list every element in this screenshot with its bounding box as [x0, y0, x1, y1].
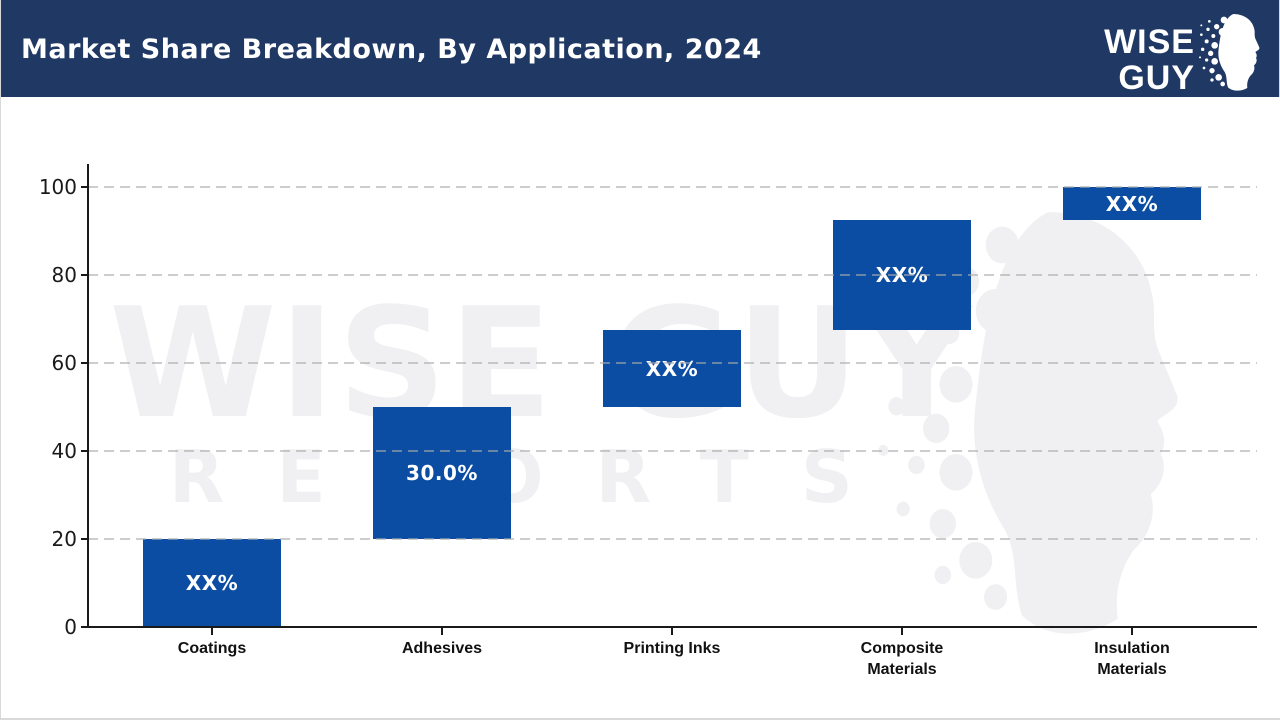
y-tick-label: 40	[51, 439, 77, 463]
header-bar: Market Share Breakdown, By Application, …	[1, 0, 1279, 113]
bar-segment: XX%	[143, 539, 281, 627]
y-axis-tick	[81, 626, 88, 628]
grid-line	[88, 274, 1257, 276]
y-tick-label: 60	[51, 351, 77, 375]
x-category-label: Insulation Materials	[1094, 640, 1170, 678]
y-tick-label: 80	[51, 263, 77, 287]
x-axis-tick	[1131, 628, 1133, 635]
y-axis-tick	[81, 362, 88, 364]
y-tick-label: 20	[51, 527, 77, 551]
x-category-label: Adhesives	[401, 640, 483, 657]
x-axis-tick	[671, 628, 673, 635]
bar-segment: 30.0%	[373, 407, 511, 539]
bar-value-label: XX%	[645, 356, 699, 381]
y-axis-tick	[81, 186, 88, 188]
wiseguy-face-icon	[1199, 14, 1260, 91]
x-axis-tick	[441, 628, 443, 635]
y-axis-tick	[81, 538, 88, 540]
y-tick-label: 0	[64, 615, 77, 639]
page-bottom-border	[1, 718, 1279, 720]
y-axis-tick	[81, 450, 88, 452]
watermark-subtitle: REPORTS	[169, 435, 905, 519]
chart-canvas: WISE GUY REPORTS 0 20 40 60 80 100 XX% Coatings…	[1, 97, 1280, 718]
grid-line	[88, 362, 1257, 364]
bar-segment: XX%	[603, 330, 741, 407]
grid-line	[88, 450, 1257, 452]
bar-segment: XX%	[1063, 187, 1201, 220]
wiseguy-logo: WISE GUY REPORTS	[1017, 6, 1267, 113]
grid-line	[88, 186, 1257, 188]
x-axis	[87, 626, 1257, 628]
y-tick-label: 100	[38, 175, 77, 199]
logo-wordmark: WISE GUY	[1104, 23, 1195, 97]
y-axis	[87, 164, 89, 628]
page-title: Market Share Breakdown, By Application, …	[21, 34, 762, 65]
x-axis-tick	[211, 628, 213, 635]
x-category-label: Composite Materials	[860, 640, 944, 678]
watermark-face-icon	[878, 212, 1178, 634]
y-axis-tick	[81, 274, 88, 276]
bar-value-label: XX%	[1105, 191, 1159, 216]
x-category-label: Coatings	[177, 640, 247, 657]
grid-line	[88, 538, 1257, 540]
x-category-label: Printing Inks	[623, 640, 721, 657]
bar-value-label: 30.0%	[406, 461, 478, 485]
bar-value-label: XX%	[185, 571, 239, 595]
x-axis-tick	[901, 628, 903, 635]
